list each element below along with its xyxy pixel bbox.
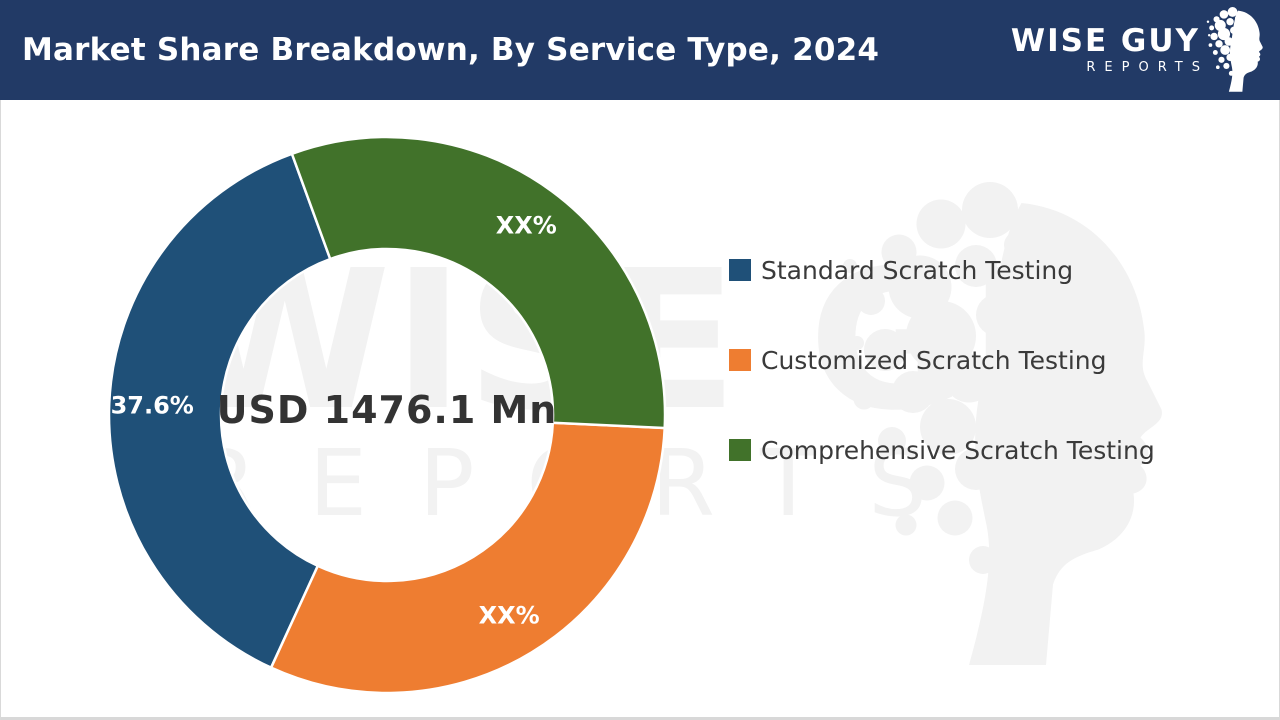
legend-item-customized: Customized Scratch Testing bbox=[729, 345, 1155, 375]
legend-swatch-standard bbox=[729, 259, 751, 281]
logo-text: WISE GUY REPORTS bbox=[1011, 25, 1200, 75]
pie-slice-standard-scratch-testing bbox=[107, 152, 332, 669]
slice-label-1: XX% bbox=[479, 602, 540, 630]
logo-name: WISE GUY bbox=[1010, 23, 1200, 60]
bottom-border bbox=[1, 717, 1279, 720]
watermark-face-icon bbox=[843, 182, 1162, 665]
chart-center-label: USD 1476.1 Mn bbox=[216, 388, 558, 432]
legend-label-customized: Customized Scratch Testing bbox=[761, 345, 1107, 375]
page-title: Market Share Breakdown, By Service Type,… bbox=[22, 32, 880, 68]
pie-slice-comprehensive-scratch-testing bbox=[290, 135, 667, 430]
chart-area: WISE GU REPORTS 37.6%XX%XX% USD 1476.1 M… bbox=[0, 100, 1280, 720]
legend-label-standard: Standard Scratch Testing bbox=[761, 255, 1074, 285]
pie-slice-customized-scratch-testing bbox=[269, 421, 666, 695]
page-header: Market Share Breakdown, By Service Type,… bbox=[0, 0, 1280, 100]
slice-label-2: XX% bbox=[496, 212, 557, 240]
wiseguy-logo: WISE GUY REPORTS bbox=[1011, 7, 1280, 93]
legend-swatch-comprehensive bbox=[729, 439, 751, 461]
legend-item-standard: Standard Scratch Testing bbox=[729, 255, 1155, 285]
donut-chart: 37.6% XX% XX% bbox=[107, 135, 667, 695]
logo-subtitle: REPORTS bbox=[1086, 59, 1209, 75]
slice-label-0: 37.6% bbox=[111, 392, 194, 420]
legend-label-comprehensive: Comprehensive Scratch Testing bbox=[761, 435, 1155, 465]
chart-legend: Standard Scratch Testing Customized Scra… bbox=[729, 255, 1155, 527]
legend-item-comprehensive: Comprehensive Scratch Testing bbox=[729, 435, 1155, 465]
legend-swatch-customized bbox=[729, 349, 751, 371]
face-profile-icon bbox=[1206, 7, 1263, 92]
